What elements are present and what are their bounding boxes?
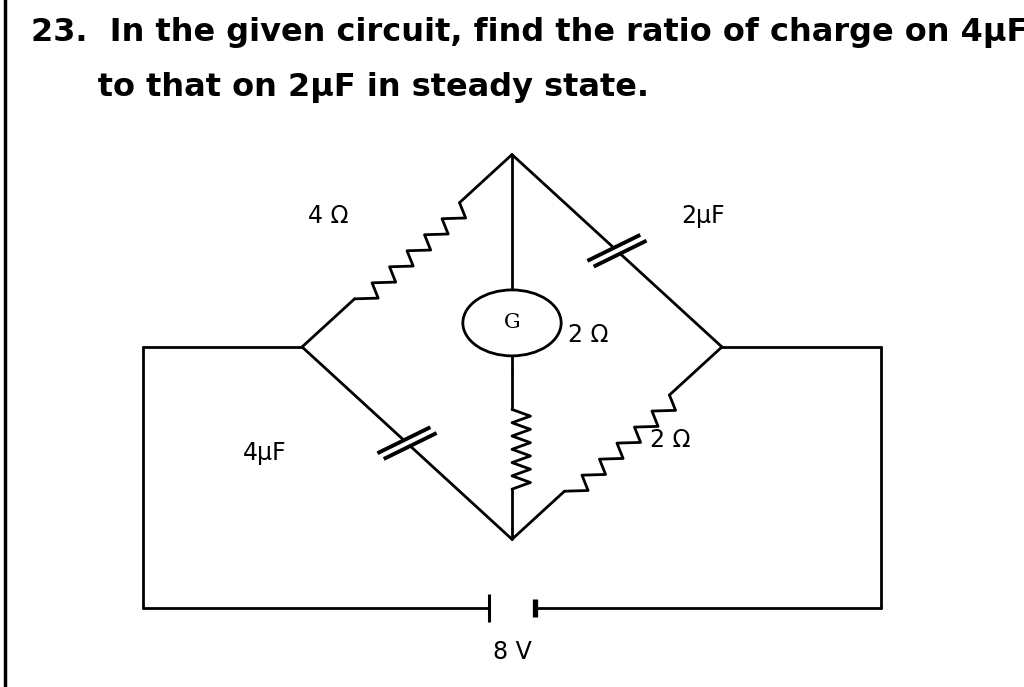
Text: 4μF: 4μF — [243, 442, 287, 465]
Text: 2 Ω: 2 Ω — [568, 323, 609, 346]
Text: 23.  In the given circuit, find the ratio of charge on 4μF: 23. In the given circuit, find the ratio… — [31, 17, 1024, 48]
Text: to that on 2μF in steady state.: to that on 2μF in steady state. — [31, 72, 649, 103]
Circle shape — [463, 290, 561, 356]
Text: 4 Ω: 4 Ω — [307, 205, 348, 228]
Text: 2μF: 2μF — [681, 205, 725, 228]
Text: G: G — [504, 313, 520, 333]
Text: 2 Ω: 2 Ω — [650, 428, 691, 451]
Text: 8 V: 8 V — [493, 640, 531, 664]
